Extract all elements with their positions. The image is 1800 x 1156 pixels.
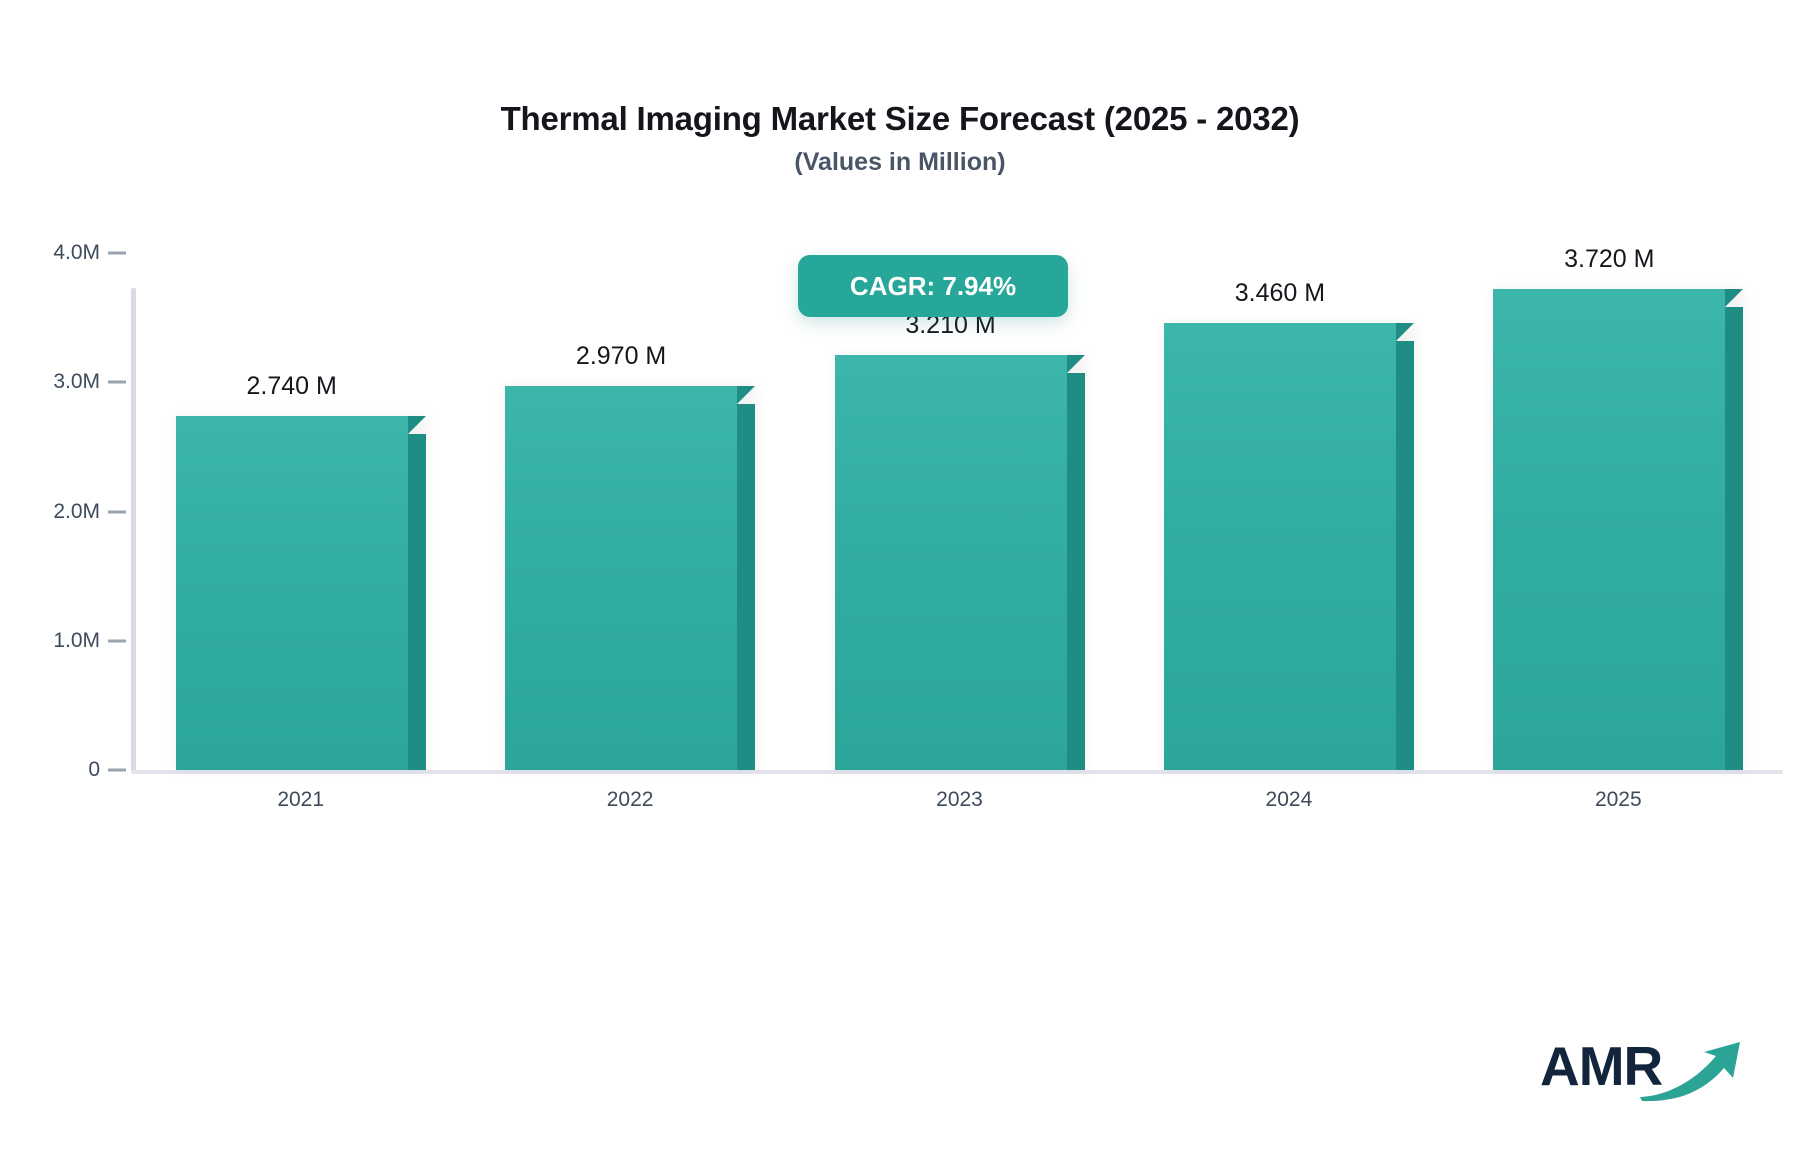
bar[interactable] — [175, 415, 426, 770]
bar-side-face — [1066, 373, 1085, 770]
bar-front-face — [1163, 322, 1396, 770]
y-axis-line — [131, 288, 136, 772]
chart-subtitle: (Values in Million) — [794, 148, 1006, 176]
bar[interactable] — [1493, 289, 1744, 770]
bar[interactable] — [505, 386, 756, 770]
y-axis-tick-label: 1.0M — [53, 628, 100, 652]
bar-side-face — [1395, 340, 1414, 770]
bar-top-bevel — [737, 386, 756, 405]
bar-side-face — [1725, 307, 1744, 770]
x-axis-category-label: 2022 — [606, 788, 654, 811]
x-axis-category-label: 2021 — [277, 788, 325, 811]
y-axis-tick-label: 3.0M — [53, 370, 100, 394]
x-axis-category-label: 2025 — [1594, 788, 1642, 811]
bar-value-label: 3.460 M — [1234, 278, 1326, 307]
y-axis-tick-mark — [108, 639, 126, 643]
bar-value-label: 2.970 M — [575, 342, 667, 371]
bar-top-bevel — [1066, 355, 1085, 374]
y-axis-tick-label: 4.0M — [53, 241, 100, 264]
bar-top-bevel — [407, 415, 426, 434]
y-axis-tick-label: 2.0M — [53, 499, 100, 523]
growth-arrow-icon — [1640, 1042, 1740, 1102]
amr-wordmark: AMR — [1540, 1035, 1663, 1097]
bar-side-face — [407, 433, 426, 770]
bar[interactable] — [1163, 322, 1414, 770]
bar-front-face — [834, 355, 1067, 770]
bar-value-label: 3.720 M — [1564, 245, 1655, 274]
bar-front-face — [1493, 289, 1726, 770]
bar[interactable] — [834, 355, 1085, 770]
y-axis-tick-mark — [108, 380, 126, 384]
page-title: Thermal Imaging Market Size Forecast (20… — [500, 100, 1300, 137]
x-axis-category-label: 2024 — [1265, 788, 1313, 811]
cagr-badge: CAGR: 7.94% — [798, 255, 1068, 317]
x-axis-line — [131, 770, 1783, 774]
amr-logo: AMR — [1540, 1026, 1740, 1106]
y-axis-tick-label: 0 — [88, 758, 100, 781]
x-axis-category-label: 2023 — [936, 788, 983, 811]
bar-top-bevel — [1395, 322, 1414, 341]
bar-top-bevel — [1725, 289, 1744, 308]
y-axis-tick-mark — [108, 510, 126, 513]
bar-value-label: 2.740 M — [246, 371, 337, 400]
y-axis-tick-mark — [108, 251, 126, 255]
bar-front-face — [175, 415, 408, 770]
y-axis-tick-mark — [108, 768, 126, 772]
bar-front-face — [505, 386, 738, 770]
bar-side-face — [737, 404, 756, 770]
